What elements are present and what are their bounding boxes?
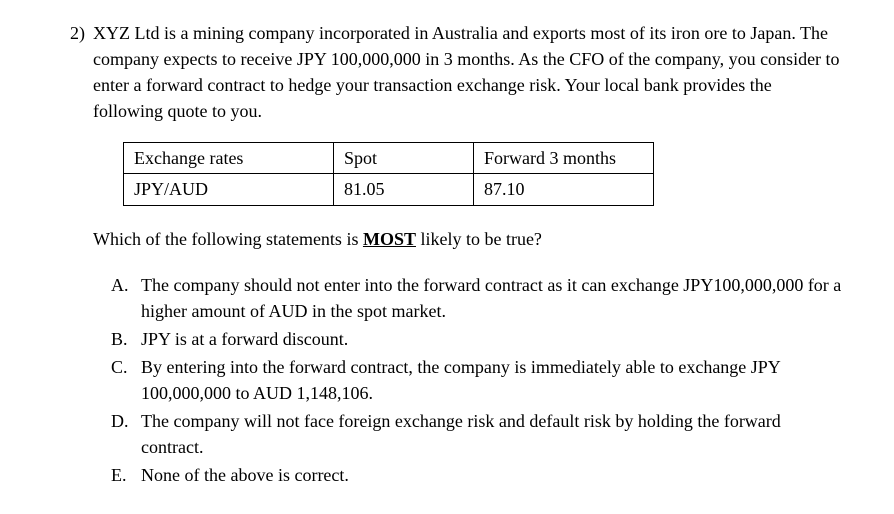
question-text: XYZ Ltd is a mining company incorporated… xyxy=(93,20,844,124)
option-text: By entering into the forward contract, t… xyxy=(141,354,844,406)
option-letter: D. xyxy=(111,408,133,460)
option-text: None of the above is correct. xyxy=(141,462,844,488)
prompt-prefix: Which of the following statements is xyxy=(93,229,363,249)
list-item: E. None of the above is correct. xyxy=(111,462,844,488)
list-item: A. The company should not enter into the… xyxy=(111,272,844,324)
table-row: Exchange rates Spot Forward 3 months xyxy=(124,143,654,174)
list-item: D. The company will not face foreign exc… xyxy=(111,408,844,460)
option-letter: A. xyxy=(111,272,133,324)
cell-label: JPY/AUD xyxy=(124,174,334,205)
table-row: JPY/AUD 81.05 87.10 xyxy=(124,174,654,205)
option-letter: B. xyxy=(111,326,133,352)
header-spot: Spot xyxy=(334,143,474,174)
exchange-rate-table: Exchange rates Spot Forward 3 months JPY… xyxy=(123,142,654,205)
option-letter: C. xyxy=(111,354,133,406)
list-item: B. JPY is at a forward discount. xyxy=(111,326,844,352)
list-item: C. By entering into the forward contract… xyxy=(111,354,844,406)
option-letter: E. xyxy=(111,462,133,488)
option-text: The company will not face foreign exchan… xyxy=(141,408,844,460)
question-number: 2) xyxy=(70,20,85,490)
prompt-emphasis: MOST xyxy=(363,229,416,249)
question-block: 2) XYZ Ltd is a mining company incorpora… xyxy=(70,20,844,490)
header-forward: Forward 3 months xyxy=(474,143,654,174)
question-body: XYZ Ltd is a mining company incorporated… xyxy=(93,20,844,490)
question-prompt: Which of the following statements is MOS… xyxy=(93,226,844,252)
option-text: JPY is at a forward discount. xyxy=(141,326,844,352)
header-label: Exchange rates xyxy=(124,143,334,174)
prompt-suffix: likely to be true? xyxy=(416,229,542,249)
options-list: A. The company should not enter into the… xyxy=(93,272,844,489)
option-text: The company should not enter into the fo… xyxy=(141,272,844,324)
cell-spot: 81.05 xyxy=(334,174,474,205)
cell-forward: 87.10 xyxy=(474,174,654,205)
